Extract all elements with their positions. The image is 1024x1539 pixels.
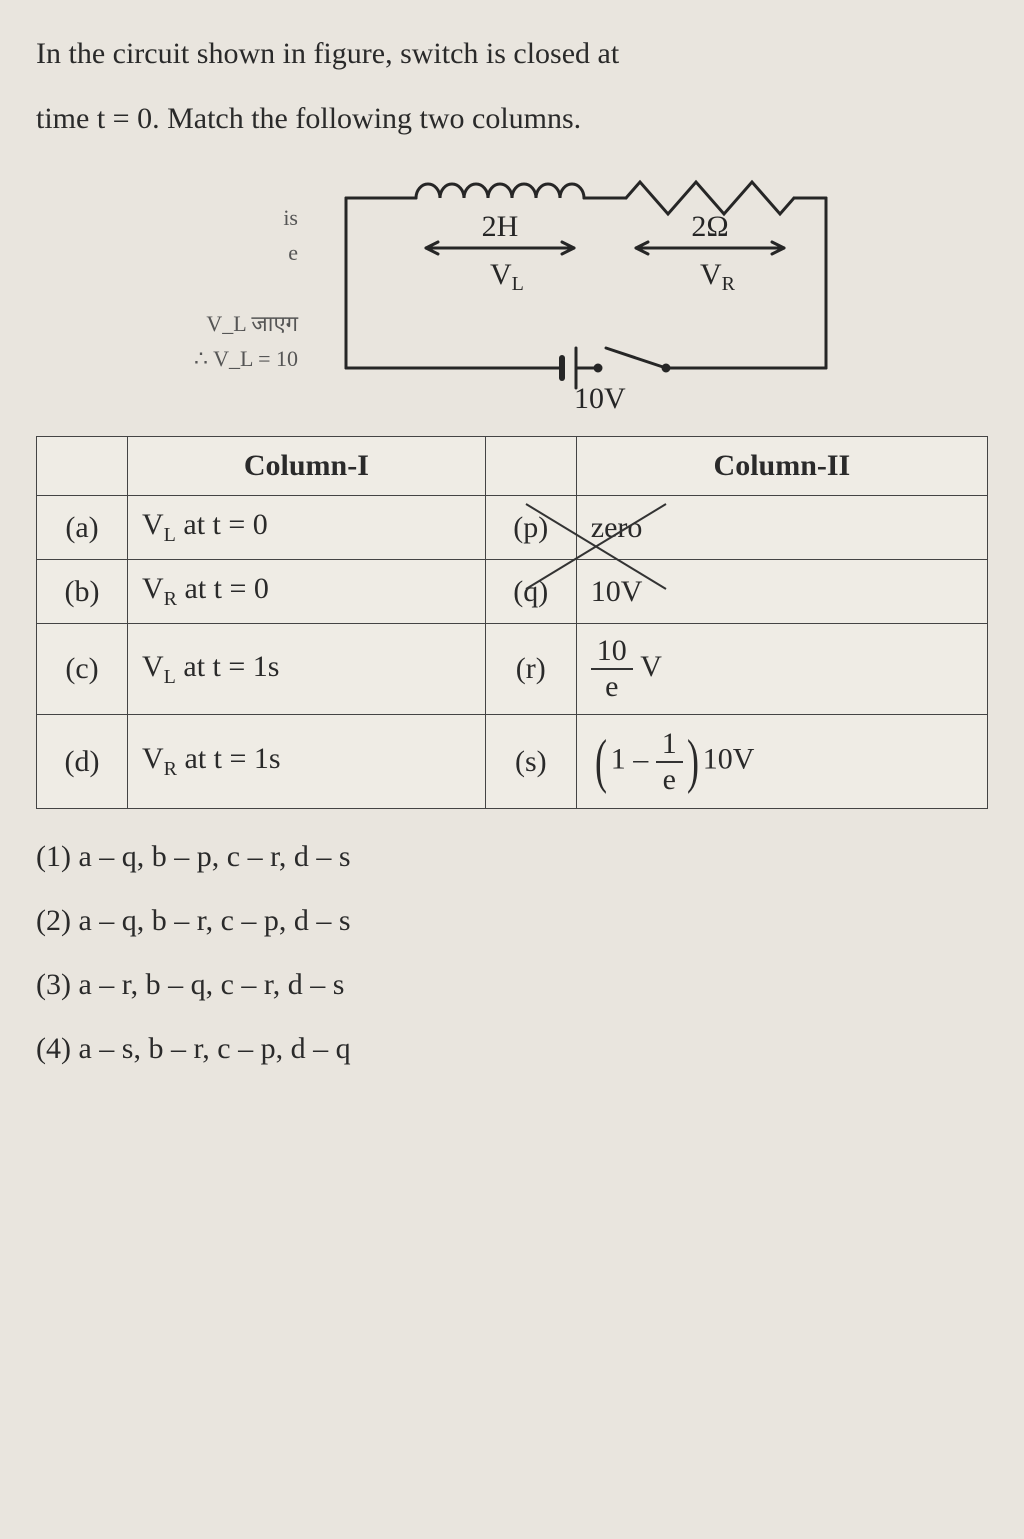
row-r-key: (r) [485, 624, 576, 715]
row-b-text: VR at t = 0 [128, 560, 486, 624]
vl-label: VL [490, 258, 524, 295]
option-3: (3) a – r, b – q, c – r, d – s [36, 955, 988, 1015]
vr-label: VR [700, 258, 736, 295]
table-row: (a) VL at t = 0 (p) zero [37, 496, 988, 560]
column1-header: Column-I [128, 437, 486, 496]
row-s-text: (1 – 1e)10V [576, 715, 987, 809]
note4: ∴ V_L = 10 [158, 341, 298, 376]
hand-cross-icon [516, 494, 676, 604]
question-line1: In the circuit shown in figure, switch i… [36, 28, 988, 79]
inductor-label: 2H [482, 210, 519, 243]
note3: V_L जाएग [158, 306, 298, 341]
row-c-text: VL at t = 1s [128, 624, 486, 715]
option-1: (1) a – q, b – p, c – r, d – s [36, 827, 988, 887]
resistor-label: 2Ω [691, 210, 728, 243]
option-4: (4) a – s, b – r, c – p, d – q [36, 1019, 988, 1079]
table-row: (d) VR at t = 1s (s) (1 – 1e)10V [37, 715, 988, 809]
match-table: Column-I Column-II (a) VL at t = 0 (p) z… [36, 436, 988, 809]
row-c-key: (c) [37, 624, 128, 715]
question-line2: time t = 0. Match the following two colu… [36, 93, 988, 144]
note2: e [158, 235, 298, 270]
answer-options: (1) a – q, b – p, c – r, d – s (2) a – q… [36, 827, 988, 1079]
row-r-text: 10e V [576, 624, 987, 715]
circuit-row: is e V_L जाएग ∴ V_L = 10 [36, 158, 988, 418]
column2-header: Column-II [576, 437, 987, 496]
source-label: 10V [574, 382, 626, 415]
row-d-key: (d) [37, 715, 128, 809]
circuit-diagram: 2H 2Ω VL VR 10V [306, 158, 866, 418]
row-b-key: (b) [37, 560, 128, 624]
row-s-key: (s) [485, 715, 576, 809]
option-2: (2) a – q, b – r, c – p, d – s [36, 891, 988, 951]
handwritten-notes: is e V_L जाएग ∴ V_L = 10 [158, 200, 306, 377]
table-row: (b) VR at t = 0 (q) 10V [37, 560, 988, 624]
note1: is [158, 200, 298, 235]
row-d-text: VR at t = 1s [128, 715, 486, 809]
row-a-text: VL at t = 0 [128, 496, 486, 560]
row-a-key: (a) [37, 496, 128, 560]
table-row: (c) VL at t = 1s (r) 10e V [37, 624, 988, 715]
